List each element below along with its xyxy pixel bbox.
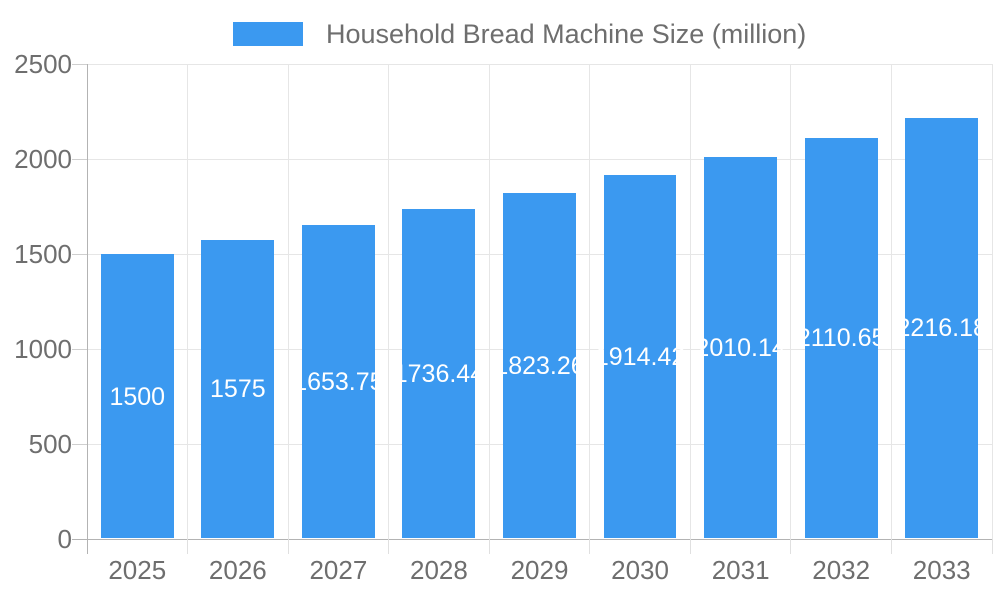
bar[interactable] [905,117,979,538]
x-axis-tick [287,539,289,554]
x-axis-tick [991,539,993,554]
x-tick-label: 2030 [611,555,669,585]
x-tick-label: 2025 [108,555,167,585]
y-tick-label: 1000 [14,334,72,364]
x-axis-tick [689,539,691,554]
x-axis-tick [890,539,892,554]
x-axis-line [72,538,992,540]
gridline-vertical [589,64,591,539]
y-axis-tick [72,63,87,65]
x-tick-label: 2031 [711,555,770,585]
y-tick-label: 500 [28,429,72,459]
x-tick-label: 2032 [812,555,871,585]
y-axis-tick [72,158,87,160]
gridline-vertical [287,64,289,539]
bar[interactable] [402,209,476,538]
legend-label: Household Bread Machine Size (million) [326,19,807,49]
gridline-vertical [388,64,390,539]
y-tick-label: 0 [57,524,72,554]
x-axis-tick [488,539,490,554]
plot-area: 1500 1575 1653.75 1736.44 1823.26 1914.42 2010… [72,63,993,554]
x-tick-label: 2027 [309,555,368,585]
bar[interactable] [603,175,677,538]
legend[interactable]: Household Bread Machine Size (million) [233,19,806,49]
x-axis-tick [790,539,792,554]
bar[interactable] [704,157,778,538]
y-axis-tick [72,443,87,445]
bar[interactable] [804,137,878,538]
gridline-horizontal [87,63,992,65]
y-axis-line [86,64,88,554]
x-tick-label: 2028 [410,555,468,585]
gridline-vertical [790,64,792,539]
y-tick-label: 2500 [14,49,72,79]
y-tick-label: 2000 [14,144,72,174]
gridline-vertical [689,64,691,539]
gridline-vertical [991,64,993,539]
x-axis-tick [388,539,390,554]
y-axis-tick [72,253,87,255]
y-tick-label: 1500 [14,239,72,269]
x-axis-tick [187,539,189,554]
gridline-vertical [187,64,189,539]
x-tick-label: 2029 [510,555,569,585]
bar[interactable] [100,254,174,538]
x-tick-label: 2033 [912,555,971,585]
bar[interactable] [503,192,576,538]
gridline-vertical [890,64,892,539]
bar[interactable] [201,239,275,538]
gridline-vertical [488,64,490,539]
bar[interactable] [301,224,375,538]
y-axis-tick [72,348,87,350]
legend-swatch [233,22,303,46]
x-axis-tick [589,539,591,554]
x-tick-label: 2026 [208,555,267,585]
